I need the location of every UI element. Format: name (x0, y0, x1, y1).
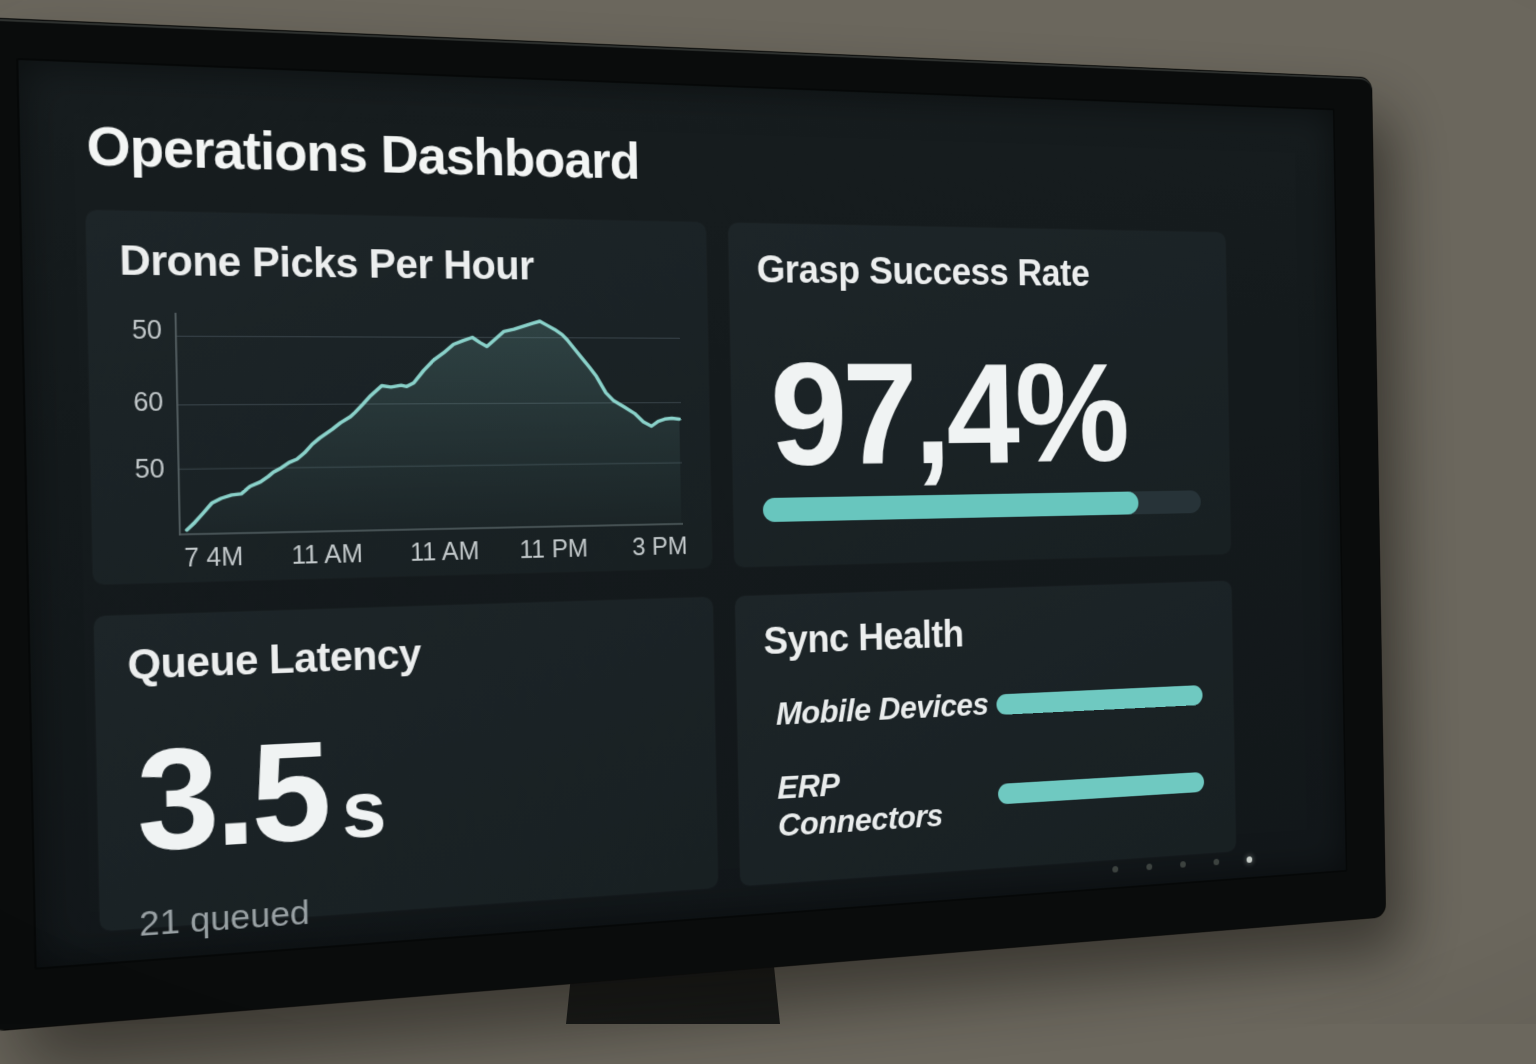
y-tick-label: 50 (132, 315, 163, 345)
queue-latency-unit: s (341, 763, 387, 855)
sync-health-title: Sync Health (763, 605, 1208, 664)
panel-sync-health: Sync Health Mobile Devices ERP Connector… (735, 581, 1236, 886)
line-chart: 50 60 50 (120, 312, 683, 536)
y-tick-label: 50 (134, 454, 165, 485)
osd-button-dot (1112, 866, 1118, 873)
x-tick-label: 3 PM (632, 533, 688, 563)
page-title: Operations Dashboard (86, 115, 1291, 207)
queue-latency-title: Queue Latency (127, 623, 686, 689)
grasp-success-value: 97,4% (769, 342, 1205, 488)
screen: Operations Dashboard Drone Picks Per Hou… (16, 58, 1347, 970)
osd-button-dot (1146, 863, 1152, 870)
queue-latency-number: 3.5 (135, 712, 329, 881)
sync-label-mobile-devices: Mobile Devices (765, 686, 997, 734)
panel-grasp-success: Grasp Success Rate 97,4% (728, 223, 1231, 568)
sync-row-mobile-devices: Mobile Devices (765, 677, 1210, 734)
x-tick-label: 11 AM (410, 537, 480, 568)
queue-latency-subtext: 21 queued (139, 867, 691, 945)
osd-button-dot (1180, 861, 1186, 868)
sync-label-erp-connectors: ERP Connectors (766, 758, 999, 846)
x-tick-label: 11 AM (291, 540, 363, 571)
x-tick-label: 11 PM (519, 535, 588, 565)
chart-y-axis-labels: 50 60 50 (120, 312, 178, 536)
grasp-success-title: Grasp Success Rate (756, 248, 1202, 296)
dashboard: Operations Dashboard Drone Picks Per Hou… (18, 60, 1345, 968)
sync-bar-mobile-devices (996, 685, 1202, 715)
drone-picks-title: Drone Picks Per Hour (119, 238, 679, 291)
chart-plot-area (175, 313, 684, 536)
power-led-dot (1247, 856, 1253, 863)
sync-health-rows: Mobile Devices ERP Connectors (765, 677, 1212, 846)
monitor-frame: Operations Dashboard Drone Picks Per Hou… (0, 18, 1385, 1031)
sync-bar-erp-connectors (998, 772, 1204, 805)
osd-button-dot (1213, 859, 1219, 866)
panel-drone-picks: Drone Picks Per Hour 50 60 50 7 4M 11 AM 11 … (86, 210, 713, 585)
y-tick-label: 60 (133, 387, 164, 417)
panel-grid: Drone Picks Per Hour 50 60 50 7 4M 11 AM 11 … (86, 210, 1302, 931)
chart-svg (175, 313, 684, 536)
sync-row-erp-connectors: ERP Connectors (766, 746, 1211, 845)
x-tick-label: 7 4M (184, 542, 244, 573)
